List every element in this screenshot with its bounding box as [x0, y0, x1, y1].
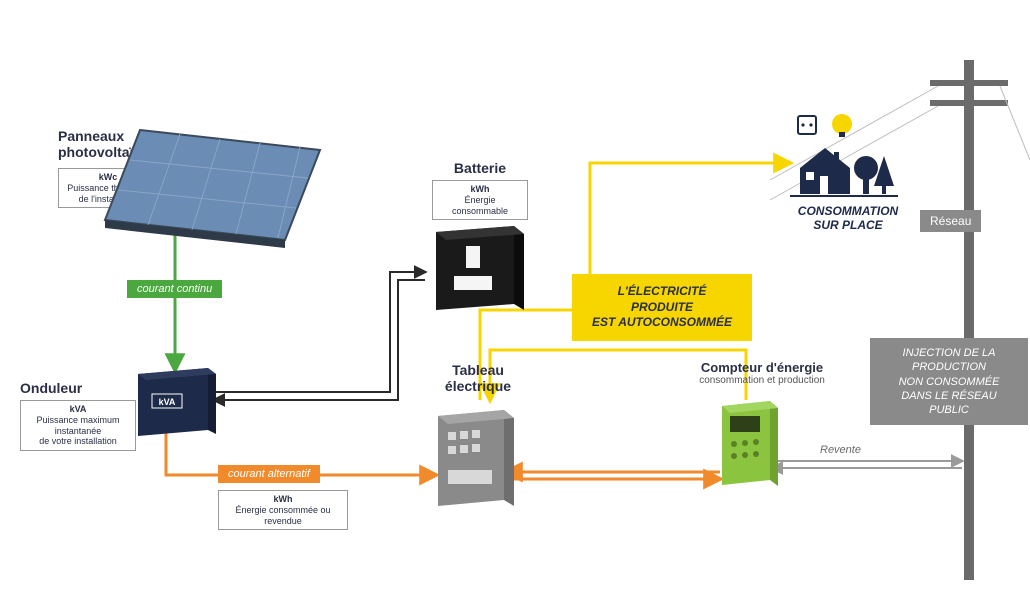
inverter-badge-text: kVA	[159, 397, 176, 407]
ac-unit: kWh	[274, 494, 293, 504]
tableau-title: Tableau électrique	[418, 362, 538, 394]
inverter-spec: kVA Puissance maximum instantanée de vot…	[20, 400, 136, 451]
battery-unit: kWh	[471, 184, 490, 194]
tableau-title-block: Tableau électrique	[418, 362, 538, 394]
solar-diagram: Panneaux photovoltaïques kWc Puissance t…	[0, 0, 1030, 598]
inverter-title: Onduleur	[20, 380, 82, 396]
dc-flow-label: courant continu	[127, 280, 222, 298]
solar-panel-icon	[100, 120, 330, 250]
ac-spec: kWh Énergie consommée ou revendue	[218, 490, 348, 530]
reseau-label: Réseau	[920, 210, 981, 232]
consumption-line1: CONSOMMATION	[788, 204, 908, 218]
meter-icon	[716, 394, 786, 494]
battery-icon	[428, 218, 528, 318]
meter-subtitle: consommation et production	[682, 375, 842, 386]
battery-title-block: Batterie	[420, 160, 540, 176]
tableau-icon	[432, 404, 522, 514]
battery-spec: kWh Énergie consommable	[432, 180, 528, 220]
battery-desc: Énergie consommable	[452, 195, 508, 216]
grid-injection-callout: INJECTION DE LA PRODUCTION NON CONSOMMÉE…	[870, 338, 1028, 425]
autoconsumption-callout: L'ÉLECTRICITÉ PRODUITE EST AUTOCONSOMMÉE	[572, 274, 752, 341]
battery-title: Batterie	[420, 160, 540, 176]
ac-desc: Énergie consommée ou revendue	[235, 505, 330, 526]
inverter-icon: kVA	[128, 362, 218, 440]
inverter-unit: kVA	[70, 404, 87, 414]
inverter-title-block: Onduleur	[20, 380, 82, 396]
meter-title-block: Compteur d'énergie consommation et produ…	[682, 360, 842, 386]
meter-title: Compteur d'énergie	[682, 360, 842, 375]
consumption-line2: SUR PLACE	[788, 218, 908, 232]
consumption-label: CONSOMMATION SUR PLACE	[788, 204, 908, 232]
ac-flow-label: courant alternatif	[218, 465, 320, 483]
house-icon	[780, 108, 900, 198]
revente-label: Revente	[820, 444, 861, 456]
inverter-desc: Puissance maximum instantanée de votre i…	[36, 415, 119, 447]
